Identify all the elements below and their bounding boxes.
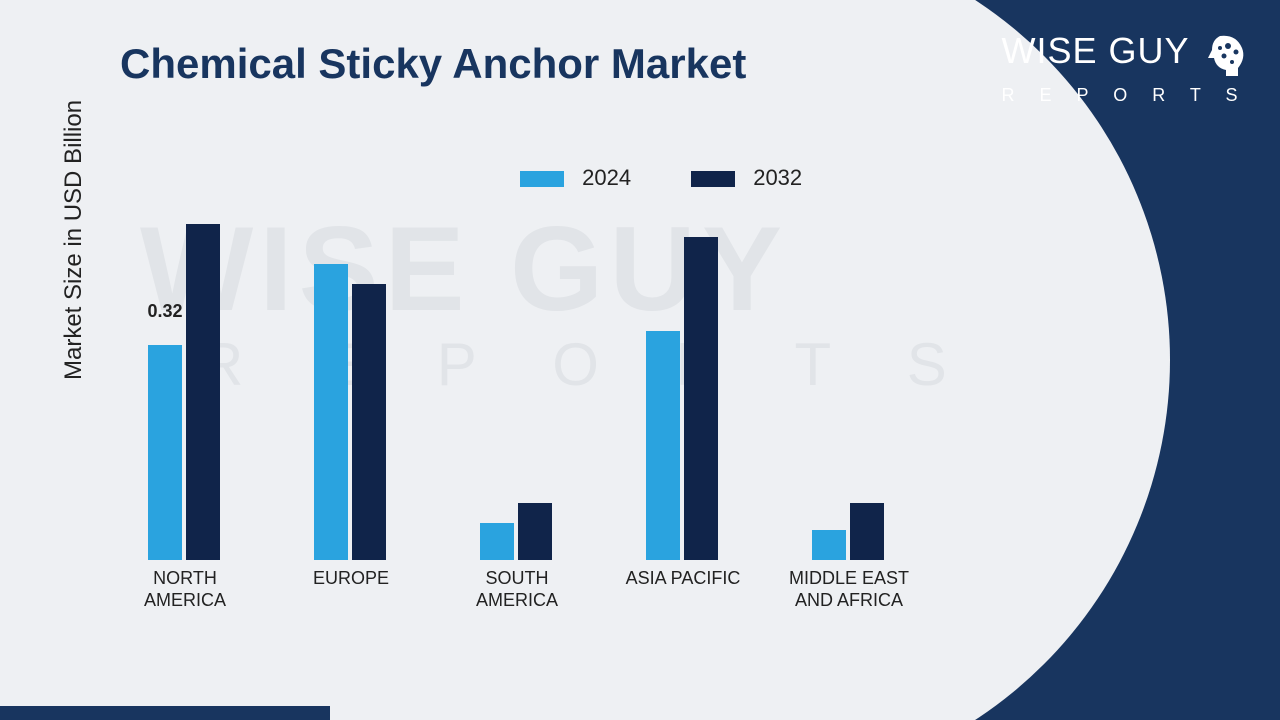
bar-group: MIDDLE EAST AND AFRICA [794,190,904,560]
bar-value-label: 0.32 [147,301,182,322]
legend: 2024 2032 [520,165,802,191]
ai-head-icon [1202,32,1250,85]
bar-2024 [812,530,846,560]
bar-2024 [148,345,182,560]
category-label: NORTH AMERICA [115,560,255,611]
bar-2024 [314,264,348,560]
plot-area: 0.32NORTH AMERICA EUROPE SOUTH AMERICA ASIA… [130,190,950,560]
bar-group: EUROPE [296,190,406,560]
bar-group: 0.32NORTH AMERICA [130,190,240,560]
category-label: ASIA PACIFIC [613,560,753,590]
legend-item-2032: 2032 [691,165,802,191]
category-label: MIDDLE EAST AND AFRICA [779,560,919,611]
bar-2032 [850,503,884,560]
chart-area: 0.32NORTH AMERICA EUROPE SOUTH AMERICA ASIA… [130,190,950,560]
legend-label-2032: 2032 [753,165,802,190]
legend-swatch-2024 [520,171,564,187]
bar-2024 [480,523,514,560]
category-label: EUROPE [281,560,421,590]
bar-2024 [646,331,680,560]
legend-swatch-2032 [691,171,735,187]
brand-logo: WISE GUY R E P O R T S [1002,30,1250,106]
bar-group: SOUTH AMERICA [462,190,572,560]
stage: WISE GUY R E P O R T S WISE GUY R E P O … [0,0,1280,720]
category-label: SOUTH AMERICA [447,560,587,611]
bar-2032 [518,503,552,560]
bar-2032 [352,284,386,560]
bar-group: ASIA PACIFIC [628,190,738,560]
brand-line2: R E P O R T S [1002,85,1250,106]
footer-accent-bar [0,706,330,720]
brand-line1: WISE GUY [1002,30,1190,71]
y-axis-label: Market Size in USD Billion [60,100,88,380]
legend-label-2024: 2024 [582,165,631,190]
bar-2032 [186,224,220,560]
legend-item-2024: 2024 [520,165,631,191]
chart-title: Chemical Sticky Anchor Market [120,40,746,88]
bar-2032 [684,237,718,560]
